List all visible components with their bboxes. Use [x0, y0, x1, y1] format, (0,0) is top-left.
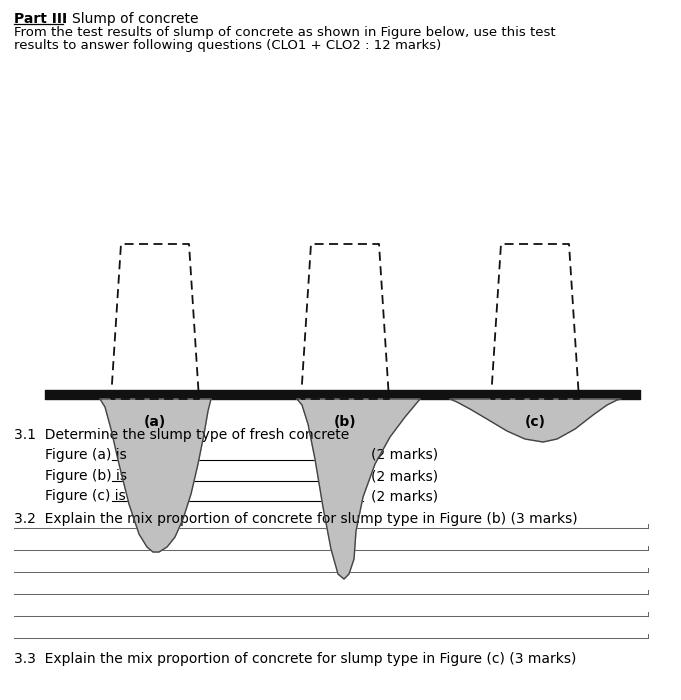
Text: Figure (b) is: Figure (b) is	[45, 469, 127, 483]
Text: (2 marks): (2 marks)	[371, 448, 438, 462]
Text: From the test results of slump of concrete as shown in Figure below, use this te: From the test results of slump of concre…	[14, 26, 556, 39]
Text: (2 marks): (2 marks)	[371, 489, 438, 503]
Text: Figure (a) is: Figure (a) is	[45, 448, 127, 462]
Text: 3.3  Explain the mix proportion of concrete for slump type in Figure (c) (3 mark: 3.3 Explain the mix proportion of concre…	[14, 652, 576, 666]
Polygon shape	[297, 399, 420, 579]
Text: : Slump of concrete: : Slump of concrete	[63, 12, 198, 26]
Text: Figure (c) is: Figure (c) is	[45, 489, 126, 503]
Text: (b): (b)	[334, 415, 356, 429]
Text: Part III: Part III	[14, 12, 67, 26]
Text: results to answer following questions (CLO1 + CLO2 : 12 marks): results to answer following questions (C…	[14, 39, 441, 52]
Text: (c): (c)	[524, 415, 545, 429]
Text: 3.1  Determine the slump type of fresh concrete: 3.1 Determine the slump type of fresh co…	[14, 428, 349, 442]
Text: (a): (a)	[144, 415, 166, 429]
Polygon shape	[100, 399, 211, 552]
Polygon shape	[450, 399, 621, 442]
Text: 3.2  Explain the mix proportion of concrete for slump type in Figure (b) (3 mark: 3.2 Explain the mix proportion of concre…	[14, 512, 577, 526]
Text: (2 marks): (2 marks)	[371, 469, 438, 483]
